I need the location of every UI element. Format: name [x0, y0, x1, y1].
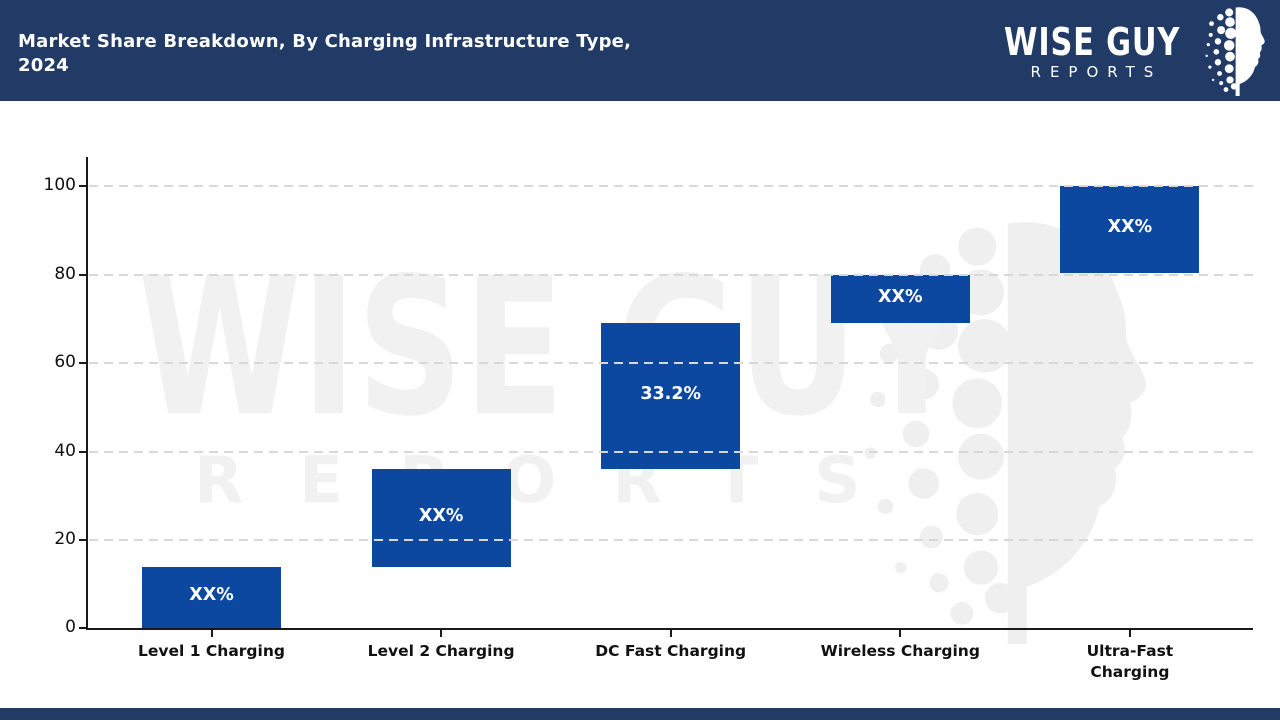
y-tick-60 — [79, 362, 87, 365]
y-tick-80 — [79, 273, 87, 276]
y-tick-label-100: 100 — [43, 175, 76, 196]
x-tick-label-level-2-charging: Level 2 Charging — [367, 642, 515, 660]
bar-level-1-charging — [142, 566, 281, 629]
gridline-40 — [89, 450, 1253, 453]
bar-dc-fast-charging — [601, 322, 741, 470]
x-tick-dc-fast-charging — [669, 630, 672, 637]
bar-value-label-wireless-charging: XX% — [878, 286, 923, 307]
footer-bar — [0, 708, 1280, 720]
bar-level-2-charging — [371, 469, 511, 567]
y-tick-0 — [79, 627, 87, 630]
y-tick-label-80: 80 — [54, 263, 76, 284]
logo-text: WISE GUY REPORTS — [982, 22, 1202, 81]
wise-guy-logo: WISE GUY REPORTS — [982, 4, 1268, 98]
bar-value-label-ultra-fast-charging: XX% — [1107, 217, 1153, 238]
y-tick-label-20: 20 — [54, 529, 76, 549]
header-bar: Market Share Breakdown, By Charging Infr… — [0, 0, 1280, 101]
x-tick-label-level-1-charging: Level 1 Charging — [138, 642, 285, 660]
y-tick-100 — [79, 185, 87, 188]
x-tick-label-dc-fast-charging: DC Fast Charging — [595, 642, 747, 660]
bar-wireless-charging — [830, 274, 970, 323]
y-tick-label-60: 60 — [54, 352, 76, 373]
watermark-subtext: REPORTS — [194, 444, 917, 518]
x-tick-level-1-charging — [210, 630, 213, 637]
gridline-60 — [89, 362, 1253, 365]
chart-title: Market Share Breakdown, By Charging Infr… — [18, 31, 632, 76]
y-tick-label-0: 0 — [65, 617, 76, 638]
y-tick-20 — [79, 539, 87, 541]
bar-value-label-level-1-charging: XX% — [189, 585, 234, 606]
x-tick-ultra-fast-charging — [1128, 630, 1131, 637]
y-axis-line — [86, 157, 88, 630]
x-axis-line — [86, 628, 1253, 630]
logo-wordmark: WISE GUY — [1003, 19, 1180, 64]
logo-subtext: REPORTS — [1030, 62, 1163, 81]
x-tick-label-ultra-fast-charging: Ultra-Fast Charging — [1086, 642, 1174, 681]
bar-value-label-dc-fast-charging: 33.2% — [640, 383, 702, 404]
y-tick-40 — [79, 450, 87, 453]
bar-ultra-fast-charging — [1060, 186, 1200, 273]
gridline-100 — [89, 185, 1253, 188]
x-tick-wireless-charging — [899, 630, 902, 637]
bar-value-label-level-2-charging: XX% — [418, 505, 464, 526]
watermark-wordmark: WISE GUY — [138, 237, 966, 458]
dotted-head-icon — [1205, 7, 1265, 96]
gridline-20 — [89, 539, 1253, 541]
y-tick-label-40: 40 — [54, 440, 76, 461]
gridline-80 — [89, 273, 1253, 276]
x-tick-level-2-charging — [440, 630, 443, 637]
x-tick-label-wireless-charging: Wireless Charging — [820, 642, 980, 660]
